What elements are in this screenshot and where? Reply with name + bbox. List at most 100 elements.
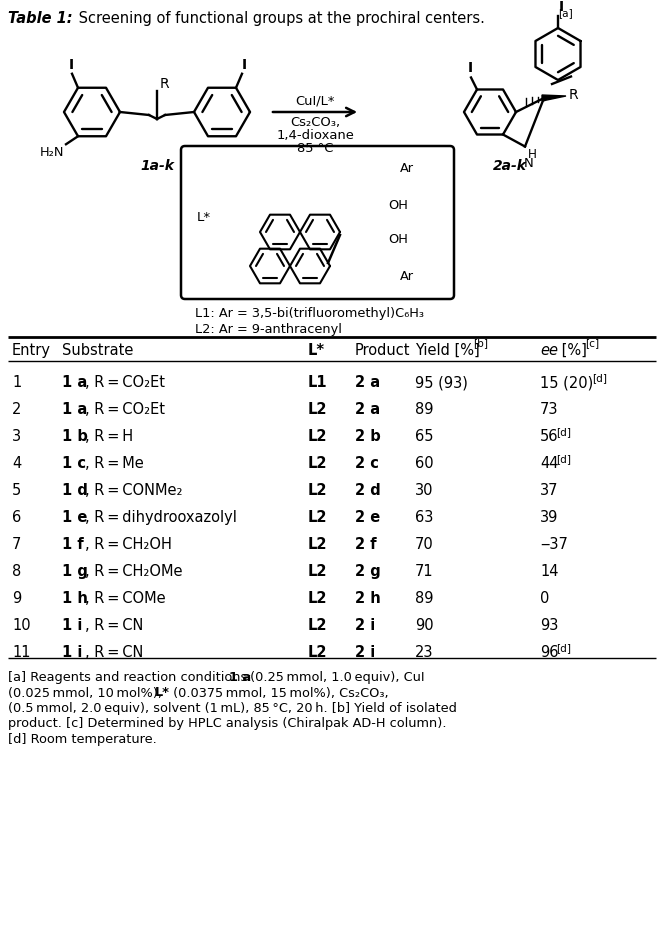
Text: 2: 2: [12, 402, 21, 417]
Text: 7: 7: [12, 537, 21, 552]
Text: Yield [%]: Yield [%]: [415, 343, 480, 358]
Text: 11: 11: [12, 645, 31, 660]
Text: [d]: [d]: [556, 427, 572, 437]
Text: , R = CO₂Et: , R = CO₂Et: [85, 375, 165, 390]
Text: Entry: Entry: [12, 343, 51, 358]
Text: OH: OH: [388, 199, 408, 211]
Text: L2: L2: [308, 456, 327, 471]
Text: L1: L1: [308, 375, 327, 390]
Text: 10: 10: [12, 618, 31, 633]
Text: [d]: [d]: [556, 643, 572, 653]
Text: (0.25 mmol, 1.0 equiv), CuI: (0.25 mmol, 1.0 equiv), CuI: [246, 671, 424, 684]
Text: L2: Ar = 9-anthracenyl: L2: Ar = 9-anthracenyl: [195, 323, 342, 336]
Text: 2 i: 2 i: [355, 645, 375, 660]
Text: 2 g: 2 g: [355, 564, 380, 579]
Text: (0.025 mmol, 10 mol%),: (0.025 mmol, 10 mol%),: [8, 686, 166, 700]
Text: 2 b: 2 b: [355, 429, 380, 444]
Text: (0.5 mmol, 2.0 equiv), solvent (1 mL), 85 °C, 20 h. [b] Yield of isolated: (0.5 mmol, 2.0 equiv), solvent (1 mL), 8…: [8, 702, 457, 715]
Text: 0: 0: [540, 591, 549, 606]
Text: L2: L2: [308, 510, 327, 525]
Text: product. [c] Determined by HPLC analysis (Chiralpak AD-H column).: product. [c] Determined by HPLC analysis…: [8, 718, 446, 730]
Text: 73: 73: [540, 402, 558, 417]
Text: CuI/L*: CuI/L*: [295, 95, 335, 108]
Text: [d]: [d]: [556, 454, 572, 464]
Text: 1 e: 1 e: [62, 510, 88, 525]
Text: L2: L2: [308, 483, 327, 498]
Text: 95 (93): 95 (93): [415, 375, 468, 390]
Text: , R = CONMe₂: , R = CONMe₂: [85, 483, 183, 498]
Text: 85 °C: 85 °C: [297, 142, 333, 155]
Text: , R = dihydrooxazolyl: , R = dihydrooxazolyl: [85, 510, 237, 525]
Text: 2 i: 2 i: [355, 618, 375, 633]
Text: , R = Me: , R = Me: [85, 456, 143, 471]
Text: [a] Reagents and reaction conditions:: [a] Reagents and reaction conditions:: [8, 671, 256, 684]
Text: 3: 3: [12, 429, 21, 444]
Text: OH: OH: [388, 233, 408, 247]
Text: ee: ee: [540, 343, 558, 358]
Text: 39: 39: [540, 510, 558, 525]
Text: [%]: [%]: [557, 343, 587, 358]
Text: 96: 96: [540, 645, 558, 660]
Text: L2: L2: [308, 645, 327, 660]
Text: L2: L2: [308, 591, 327, 606]
Text: [d]: [d]: [592, 373, 608, 383]
Text: 2a-k: 2a-k: [493, 159, 527, 173]
Text: 1: 1: [12, 375, 21, 390]
Text: Ar: Ar: [400, 270, 414, 283]
Text: [c]: [c]: [585, 338, 599, 348]
Text: 1a-k: 1a-k: [140, 159, 174, 173]
Text: [a]: [a]: [558, 8, 573, 18]
Text: 2 c: 2 c: [355, 456, 379, 471]
Text: 2 a: 2 a: [355, 402, 380, 417]
Text: 1 d: 1 d: [62, 483, 88, 498]
Text: 1 a: 1 a: [62, 402, 87, 417]
Text: 1 b: 1 b: [62, 429, 88, 444]
Text: 1 h: 1 h: [62, 591, 88, 606]
Text: 71: 71: [415, 564, 434, 579]
Text: 63: 63: [415, 510, 434, 525]
Text: 1 c: 1 c: [62, 456, 86, 471]
Text: , R = H: , R = H: [85, 429, 133, 444]
Text: R: R: [160, 77, 169, 91]
Polygon shape: [542, 95, 566, 101]
Text: (0.0375 mmol, 15 mol%), Cs₂CO₃,: (0.0375 mmol, 15 mol%), Cs₂CO₃,: [169, 686, 388, 700]
Text: 90: 90: [415, 618, 434, 633]
Text: L2: L2: [308, 564, 327, 579]
Text: 89: 89: [415, 402, 434, 417]
Text: H: H: [528, 148, 537, 161]
Text: L2: L2: [308, 429, 327, 444]
Text: , R = COMe: , R = COMe: [85, 591, 165, 606]
Text: 2 d: 2 d: [355, 483, 380, 498]
Text: I: I: [242, 58, 246, 71]
Text: 2 f: 2 f: [355, 537, 376, 552]
Text: 70: 70: [415, 537, 434, 552]
Text: L2: L2: [308, 537, 327, 552]
Text: 93: 93: [540, 618, 558, 633]
Text: Ar: Ar: [400, 162, 414, 175]
Text: 65: 65: [415, 429, 434, 444]
Text: 44: 44: [540, 456, 558, 471]
Text: 4: 4: [12, 456, 21, 471]
Text: 15 (20): 15 (20): [540, 375, 593, 390]
Text: , R = CH₂OH: , R = CH₂OH: [85, 537, 172, 552]
Text: 14: 14: [540, 564, 558, 579]
FancyBboxPatch shape: [181, 146, 454, 299]
Text: , R = CN: , R = CN: [85, 618, 143, 633]
Text: L1: Ar = 3,5-bi(trifluoromethyl)C₆H₃: L1: Ar = 3,5-bi(trifluoromethyl)C₆H₃: [195, 307, 424, 320]
Text: L*: L*: [197, 211, 211, 224]
Text: 37: 37: [540, 483, 558, 498]
Text: Product: Product: [355, 343, 410, 358]
Text: 6: 6: [12, 510, 21, 525]
Text: 89: 89: [415, 591, 434, 606]
Text: L*: L*: [155, 686, 170, 700]
Text: Table 1:: Table 1:: [8, 11, 72, 26]
Text: I: I: [558, 0, 564, 14]
Text: 30: 30: [415, 483, 434, 498]
Text: R: R: [569, 88, 578, 102]
Text: , R = CO₂Et: , R = CO₂Et: [85, 402, 165, 417]
Text: 1 a: 1 a: [62, 375, 87, 390]
Text: 1,4-dioxane: 1,4-dioxane: [276, 129, 354, 142]
Text: 60: 60: [415, 456, 434, 471]
Text: I: I: [467, 62, 473, 75]
Text: 2 h: 2 h: [355, 591, 380, 606]
